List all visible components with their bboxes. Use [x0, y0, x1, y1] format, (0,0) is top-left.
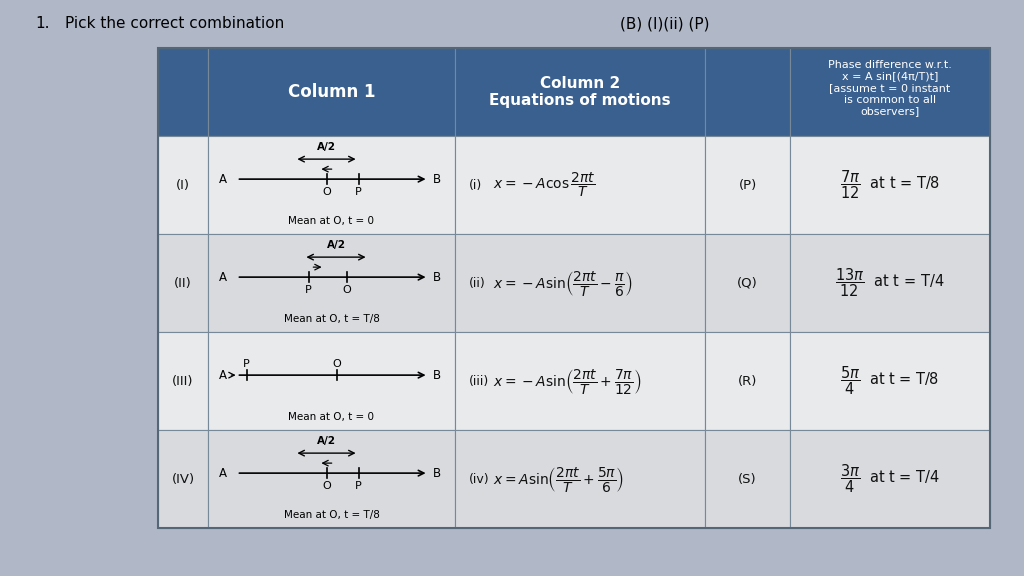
Text: A/2: A/2 — [327, 240, 345, 250]
Text: (S): (S) — [738, 472, 757, 486]
Bar — [208, 430, 455, 528]
Text: B: B — [432, 173, 440, 185]
Bar — [158, 430, 208, 528]
Bar — [455, 234, 705, 332]
Bar — [790, 136, 990, 234]
Text: (R): (R) — [738, 374, 757, 388]
Text: B: B — [432, 271, 440, 283]
Text: O: O — [332, 359, 341, 369]
Text: O: O — [323, 187, 331, 197]
Text: $\dfrac{3\pi}{4}$  at t = T/4: $\dfrac{3\pi}{4}$ at t = T/4 — [840, 463, 940, 495]
Bar — [158, 48, 208, 136]
Text: Mean at O, t = 0: Mean at O, t = 0 — [289, 412, 375, 422]
Text: 1.: 1. — [35, 17, 49, 32]
Text: $\dfrac{7\pi}{12}$  at t = T/8: $\dfrac{7\pi}{12}$ at t = T/8 — [840, 169, 940, 201]
Text: $x = A\sin\!\left(\dfrac{2\pi t}{T} + \dfrac{5\pi}{6}\right)$: $x = A\sin\!\left(\dfrac{2\pi t}{T} + \d… — [493, 464, 625, 494]
Text: (Q): (Q) — [737, 276, 758, 290]
Text: B: B — [432, 467, 440, 480]
Bar — [705, 234, 790, 332]
Text: Phase difference w.r.t.
x = A sin[(4π/T)t]
[assume t = 0 instant
is common to al: Phase difference w.r.t. x = A sin[(4π/T)… — [828, 60, 952, 116]
Bar — [208, 234, 455, 332]
Bar — [705, 332, 790, 430]
Bar — [705, 48, 790, 136]
Text: $\dfrac{13\pi}{12}$  at t = T/4: $\dfrac{13\pi}{12}$ at t = T/4 — [836, 267, 945, 300]
Bar — [790, 430, 990, 528]
Text: (III): (III) — [172, 374, 194, 388]
Bar — [790, 332, 990, 430]
Text: $x = -A\sin\!\left(\dfrac{2\pi t}{T} + \dfrac{7\pi}{12}\right)$: $x = -A\sin\!\left(\dfrac{2\pi t}{T} + \… — [493, 366, 642, 396]
Bar — [208, 136, 455, 234]
Bar — [455, 430, 705, 528]
Text: (i): (i) — [469, 179, 482, 191]
Text: A: A — [218, 369, 226, 382]
Text: $\dfrac{5\pi}{4}$  at t = T/8: $\dfrac{5\pi}{4}$ at t = T/8 — [841, 365, 940, 397]
Text: P: P — [305, 285, 312, 295]
Text: (B) (I)(ii) (P): (B) (I)(ii) (P) — [620, 17, 710, 32]
Text: P: P — [355, 481, 361, 491]
Text: (I): (I) — [176, 179, 190, 191]
Text: (IV): (IV) — [171, 472, 195, 486]
Text: (iii): (iii) — [469, 374, 489, 388]
Text: (iv): (iv) — [469, 472, 489, 486]
Text: A: A — [218, 467, 226, 480]
Text: Column 1: Column 1 — [288, 83, 375, 101]
Text: (II): (II) — [174, 276, 191, 290]
Text: $x = -A\cos\dfrac{2\pi t}{T}$: $x = -A\cos\dfrac{2\pi t}{T}$ — [493, 171, 596, 199]
Bar — [705, 430, 790, 528]
Bar — [158, 332, 208, 430]
Text: P: P — [355, 187, 361, 197]
Text: A/2: A/2 — [317, 436, 336, 446]
Text: A/2: A/2 — [317, 142, 336, 152]
Text: Mean at O, t = T/8: Mean at O, t = T/8 — [284, 314, 380, 324]
Text: O: O — [342, 285, 351, 295]
Bar — [455, 136, 705, 234]
Text: Column 2
Equations of motions: Column 2 Equations of motions — [489, 76, 671, 108]
Text: B: B — [432, 369, 440, 382]
Bar — [208, 332, 455, 430]
Text: $x = -A\sin\!\left(\dfrac{2\pi t}{T} - \dfrac{\pi}{6}\right)$: $x = -A\sin\!\left(\dfrac{2\pi t}{T} - \… — [493, 268, 633, 297]
Bar — [790, 48, 990, 136]
Bar — [705, 136, 790, 234]
Bar — [208, 48, 455, 136]
Text: Mean at O, t = T/8: Mean at O, t = T/8 — [284, 510, 380, 520]
Text: A: A — [218, 271, 226, 283]
Text: O: O — [323, 481, 331, 491]
Text: (P): (P) — [738, 179, 757, 191]
Text: Pick the correct combination: Pick the correct combination — [65, 17, 285, 32]
Bar — [455, 48, 705, 136]
Text: (ii): (ii) — [469, 276, 485, 290]
Bar — [158, 234, 208, 332]
Text: Mean at O, t = 0: Mean at O, t = 0 — [289, 216, 375, 226]
Bar — [790, 234, 990, 332]
Bar — [158, 48, 990, 528]
Text: A: A — [218, 173, 226, 185]
Text: P: P — [243, 359, 250, 369]
Bar — [455, 332, 705, 430]
Bar — [158, 136, 208, 234]
